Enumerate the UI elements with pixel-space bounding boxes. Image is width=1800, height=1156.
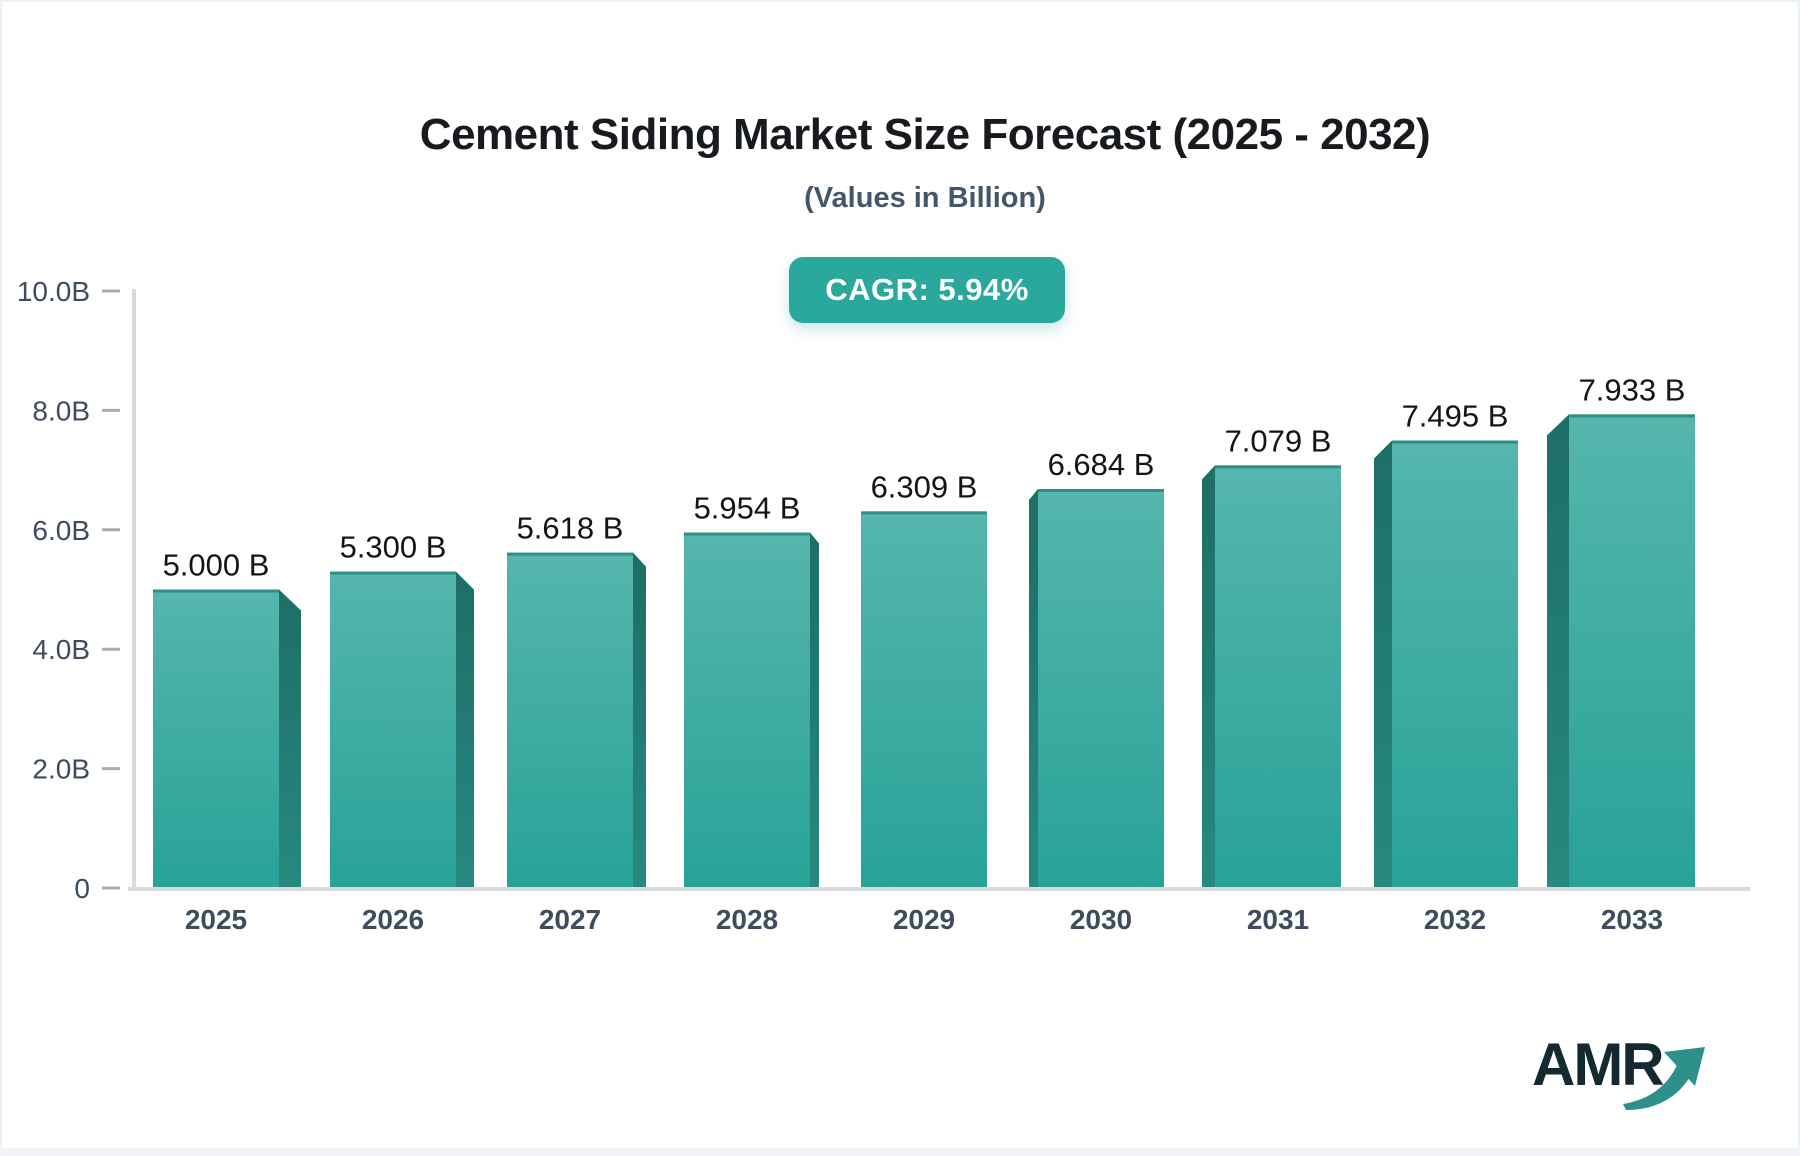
x-axis-label: 2031 <box>1247 904 1309 935</box>
bar-value-label: 7.933 B <box>1579 372 1686 407</box>
bar-front-face <box>1569 414 1695 888</box>
bar-side-face <box>1029 488 1038 888</box>
y-tick-label: 2.0B <box>32 754 90 785</box>
bar-2029: 6.309 B 2029 <box>861 469 987 935</box>
bar-2032: 7.495 B 2032 <box>1374 399 1518 935</box>
y-tick-label: 6.0B <box>32 515 90 546</box>
bar-side-face <box>1547 414 1569 888</box>
x-axis-label: 2029 <box>893 904 955 935</box>
amr-logo-text: AMR <box>1532 1031 1665 1098</box>
bar-2026: 5.300 B 2026 <box>330 530 474 935</box>
page-title: Cement Siding Market Size Forecast (2025… <box>419 110 1431 159</box>
y-tick-label: 4.0B <box>32 634 90 665</box>
bar-2028: 5.954 B 2028 <box>684 491 819 935</box>
bar-side-face <box>633 552 646 888</box>
bar-value-label: 5.000 B <box>163 548 270 583</box>
bar-2033: 7.933 B 2033 <box>1547 372 1695 935</box>
bar-front-face <box>1392 440 1518 888</box>
bar-value-label: 5.618 B <box>517 511 624 546</box>
bar-side-face <box>1202 465 1215 888</box>
x-axis-label: 2030 <box>1070 904 1132 935</box>
bar-value-label: 6.684 B <box>1048 447 1155 482</box>
bar-side-face <box>456 571 474 888</box>
x-axis-label: 2026 <box>362 904 424 935</box>
bar-2027: 5.618 B 2027 <box>507 511 646 935</box>
chart-header: Cement Siding Market Size Forecast (2025… <box>52 110 1798 215</box>
amr-logo: AMR <box>1532 1030 1732 1130</box>
cagr-badge-label: CAGR: 5.94% <box>825 272 1029 307</box>
x-axis-label: 2025 <box>185 904 247 935</box>
x-axis-label: 2028 <box>716 904 778 935</box>
bar-2030: 6.684 B 2030 <box>1029 447 1164 935</box>
bar-front-face <box>507 552 633 888</box>
bar-2025: 5.000 B 2025 <box>153 548 301 935</box>
cagr-badge: CAGR: 5.94% <box>789 257 1065 323</box>
y-tick-label: 0 <box>74 873 90 904</box>
bar-value-label: 5.954 B <box>694 491 801 526</box>
bar-side-face <box>1374 440 1392 888</box>
growth-arrow-icon <box>1623 1047 1705 1110</box>
bar-side-face <box>279 589 301 888</box>
bar-front-face <box>684 532 810 888</box>
bar-side-face <box>810 532 819 888</box>
bar-value-label: 5.300 B <box>340 530 447 565</box>
x-axis-label: 2032 <box>1424 904 1486 935</box>
x-axis-label: 2033 <box>1601 904 1663 935</box>
bar-value-label: 7.495 B <box>1402 399 1509 434</box>
bar-front-face <box>1038 488 1164 888</box>
bar-front-face <box>1215 465 1341 888</box>
y-tick-label: 10.0B <box>17 276 90 307</box>
bar-value-label: 6.309 B <box>871 469 978 504</box>
page-subtitle: (Values in Billion) <box>804 182 1046 214</box>
bar-front-face <box>861 511 987 888</box>
bar-2031: 7.079 B 2031 <box>1202 423 1341 935</box>
bar-front-face <box>153 589 279 888</box>
bar-front-face <box>330 571 456 888</box>
bar-value-label: 7.079 B <box>1225 423 1332 458</box>
x-axis-label: 2027 <box>539 904 601 935</box>
y-tick-label: 8.0B <box>32 395 90 426</box>
